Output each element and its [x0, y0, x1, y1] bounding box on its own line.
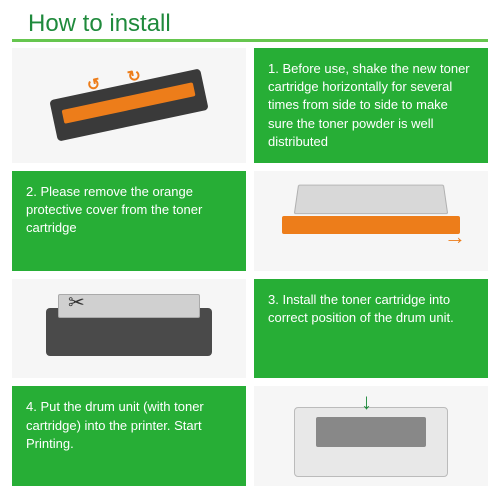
step-2-text: 2. Please remove the orange protective c… — [26, 183, 232, 238]
step-2-image: → — [254, 171, 488, 271]
insert-arrow-icon: ↓ — [361, 389, 372, 415]
step-4-text: 4. Put the drum unit (with toner cartrid… — [26, 398, 232, 453]
remove-cover-illustration: → — [276, 182, 466, 260]
step-4-text-panel: 4. Put the drum unit (with toner cartrid… — [12, 386, 246, 486]
cartridge-shake-illustration: ↺↻ — [39, 57, 218, 153]
page-title: How to install — [28, 10, 171, 38]
header: How to install — [0, 0, 500, 48]
step-1-text: 1. Before use, shake the new toner cartr… — [268, 60, 474, 151]
steps-grid: ↺↻ 1. Before use, shake the new toner ca… — [0, 48, 500, 496]
step-3-text: 3. Install the toner cartridge into corr… — [268, 291, 474, 327]
printer-illustration: ↓ — [286, 391, 456, 481]
step-3-text-panel: 3. Install the toner cartridge into corr… — [254, 279, 488, 379]
step-4-image: ↓ — [254, 386, 488, 486]
step-1-text-panel: 1. Before use, shake the new toner cartr… — [254, 48, 488, 163]
pull-arrow-icon: → — [444, 224, 466, 250]
title-underline — [12, 39, 488, 42]
step-1-image: ↺↻ — [12, 48, 246, 163]
step-2-text-panel: 2. Please remove the orange protective c… — [12, 171, 246, 271]
step-3-image: ✂ — [12, 279, 246, 379]
scissors-icon: ✂ — [68, 290, 85, 315]
install-drum-illustration: ✂ — [34, 288, 224, 368]
